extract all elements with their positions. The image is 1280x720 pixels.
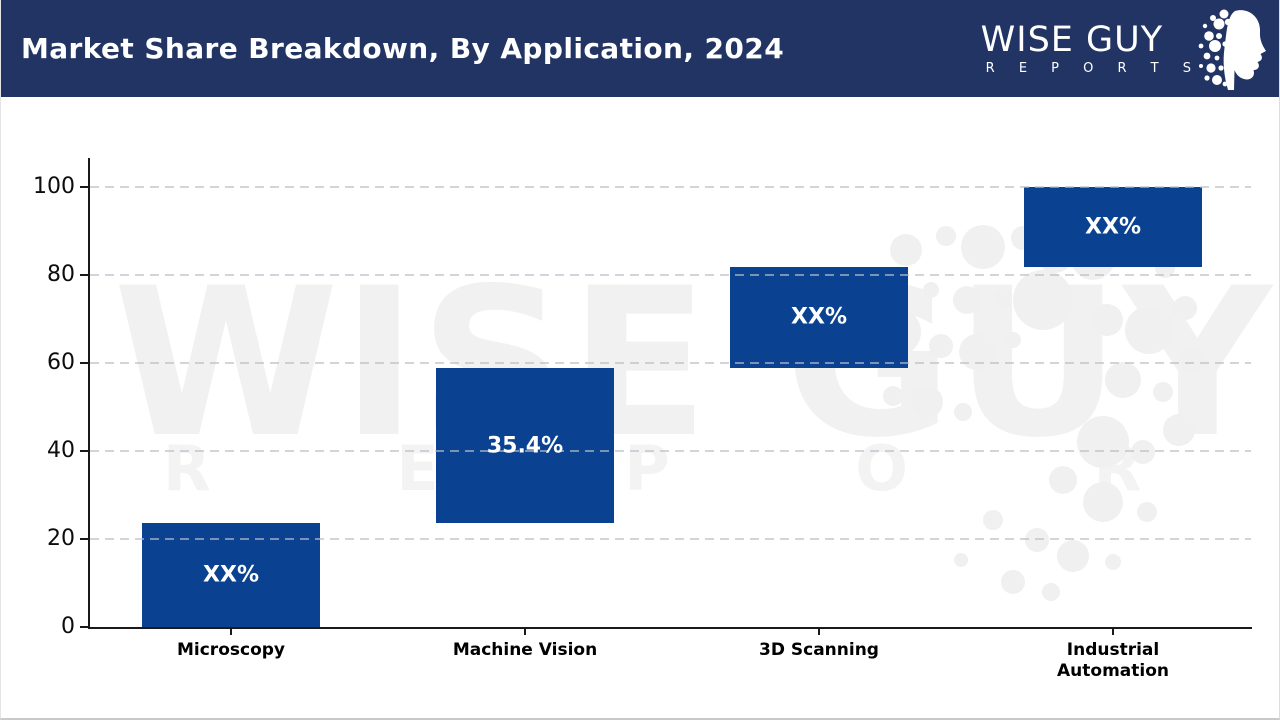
wiseguy-head-icon bbox=[1198, 9, 1266, 90]
x-tick-label-industrial-automation: Industrial Automation bbox=[1057, 640, 1169, 682]
x-tick-machine-vision bbox=[524, 629, 526, 635]
y-tick-80 bbox=[80, 273, 88, 276]
bar-label-industrial-automation: XX% bbox=[1085, 214, 1141, 240]
watermark-dot bbox=[959, 334, 995, 370]
watermark-dot bbox=[1173, 296, 1197, 320]
y-tick-0 bbox=[80, 626, 88, 628]
y-tick-60 bbox=[80, 361, 88, 364]
watermark-dot bbox=[1131, 440, 1155, 464]
x-tick-industrial-automation bbox=[1112, 629, 1114, 635]
watermark-dot bbox=[1077, 416, 1129, 468]
y-tick-label-0: 0 bbox=[61, 613, 75, 639]
watermark-dot bbox=[1179, 346, 1207, 374]
x-tick-3d-scanning bbox=[818, 629, 820, 635]
page-title: Market Share Breakdown, By Application, … bbox=[21, 32, 785, 65]
watermark-dot bbox=[953, 286, 981, 314]
bar-label-machine-vision: 35.4% bbox=[486, 433, 564, 458]
watermark-dot bbox=[1163, 414, 1195, 446]
gridline-20 bbox=[90, 537, 1251, 540]
gridline-40 bbox=[90, 449, 1251, 452]
logo-subtitle: R E P O R T S bbox=[985, 60, 1201, 76]
watermark-dot bbox=[1001, 570, 1025, 594]
x-tick-microscopy bbox=[230, 629, 232, 635]
x-tick-label-3d-scanning: 3D Scanning bbox=[759, 640, 879, 660]
bar-label-3d-scanning: XX% bbox=[791, 304, 847, 330]
x-axis-line bbox=[88, 627, 1252, 629]
gridline-100 bbox=[90, 185, 1251, 188]
gridline-60 bbox=[90, 361, 1251, 364]
watermark-dot bbox=[994, 289, 1012, 307]
x-tick-label-machine-vision: Machine Vision bbox=[452, 640, 598, 660]
bar-3d-scanning bbox=[730, 266, 908, 368]
header-bar: Market Share Breakdown, By Application, … bbox=[1, 0, 1279, 97]
watermark-dot bbox=[1025, 528, 1049, 552]
y-tick-label-80: 80 bbox=[47, 261, 75, 287]
bar-machine-vision bbox=[436, 367, 614, 524]
watermark-dot bbox=[1137, 502, 1157, 522]
gridline-80 bbox=[90, 273, 1251, 276]
wiseguy-logo: WISE GUY R E P O R T S bbox=[981, 6, 1269, 92]
watermark-dot bbox=[923, 282, 939, 298]
watermark-dot bbox=[911, 386, 943, 418]
watermark-dot bbox=[954, 553, 968, 567]
watermark-dot bbox=[961, 225, 1005, 269]
y-tick-label-100: 100 bbox=[33, 173, 75, 199]
bar-industrial-automation bbox=[1024, 186, 1202, 267]
watermark-dot bbox=[983, 510, 1003, 530]
watermark-dot bbox=[883, 386, 903, 406]
watermark-dot bbox=[1105, 362, 1141, 398]
logo-wordmark: WISE GUY bbox=[980, 19, 1164, 60]
watermark-dot bbox=[954, 403, 972, 421]
watermark-dot bbox=[1091, 304, 1123, 336]
wiseguy-logo-text: WISE GUY R E P O R T S bbox=[980, 19, 1201, 76]
y-axis-line bbox=[88, 158, 90, 629]
y-tick-label-20: 20 bbox=[47, 525, 75, 551]
watermark-dot bbox=[1083, 482, 1123, 522]
y-tick-label-60: 60 bbox=[47, 349, 75, 375]
watermark-dot bbox=[1013, 270, 1073, 330]
watermark-dot bbox=[929, 334, 953, 358]
y-tick-100 bbox=[80, 185, 88, 188]
watermark-dot bbox=[1153, 382, 1173, 402]
watermark-dot bbox=[1049, 466, 1077, 494]
watermark-dot bbox=[1042, 583, 1060, 601]
watermark-dot bbox=[1125, 306, 1173, 354]
x-tick-label-microscopy: Microscopy bbox=[176, 640, 285, 660]
y-tick-40 bbox=[80, 449, 88, 452]
watermark-dot bbox=[1057, 540, 1089, 572]
watermark-dot bbox=[1005, 332, 1021, 348]
y-tick-label-40: 40 bbox=[47, 437, 75, 463]
bar-label-microscopy: XX% bbox=[203, 562, 259, 588]
bar-microscopy bbox=[142, 523, 320, 627]
watermark-dot bbox=[890, 234, 922, 266]
watermark-dot bbox=[936, 226, 956, 246]
watermark-dot bbox=[1105, 554, 1121, 570]
y-tick-20 bbox=[80, 537, 88, 540]
